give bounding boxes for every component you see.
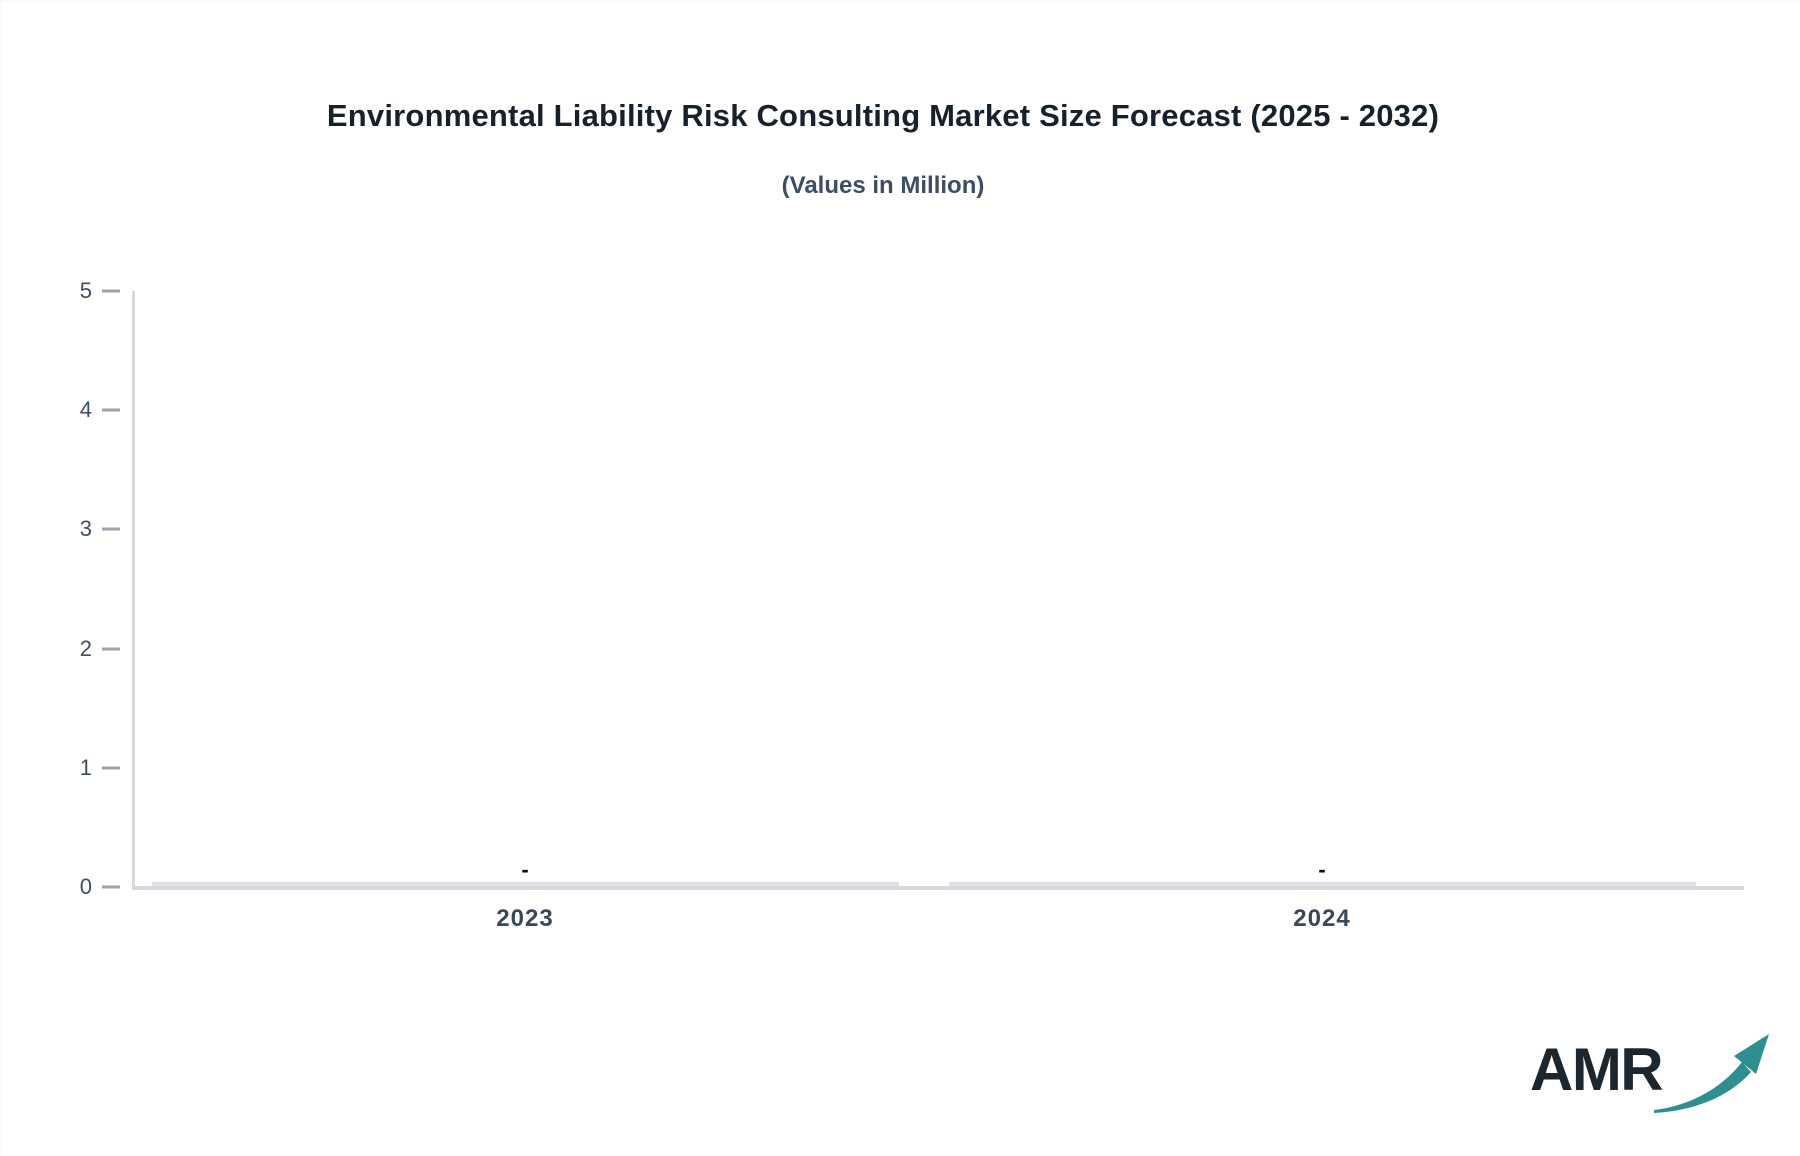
y-axis-tick (102, 766, 120, 770)
y-axis-tick-label: 0 (79, 874, 92, 899)
bar-2023 (151, 882, 899, 886)
amr-logo: AMR (1530, 1030, 1772, 1119)
y-axis-tick (102, 289, 120, 293)
bar-value-label: - (1318, 857, 1326, 882)
y-axis-line (132, 291, 135, 889)
growth-arrow-icon (1652, 1030, 1772, 1119)
bar-2024 (948, 882, 1696, 886)
x-axis-line (132, 886, 1744, 890)
y-axis-tick-label: 3 (79, 516, 92, 542)
y-axis-tick (102, 408, 120, 412)
chart-subtitle: (Values in Million) (781, 172, 985, 199)
y-axis-tick-label: 2 (79, 635, 92, 661)
x-axis-category-label: 2024 (1293, 905, 1351, 932)
y-axis-tick-label: 1 (79, 754, 92, 780)
chart-title: Environmental Liability Risk Consulting … (326, 98, 1440, 133)
y-axis-tick (102, 647, 120, 651)
y-axis-tick (102, 885, 120, 889)
bar-value-label: - (521, 857, 529, 882)
y-axis-tick (102, 527, 120, 531)
amr-logo-text: AMR (1530, 1036, 1664, 1103)
y-axis-tick-label: 4 (79, 397, 92, 423)
y-axis-tick-label: 5 (79, 278, 92, 303)
x-axis-category-label: 2023 (496, 905, 554, 932)
